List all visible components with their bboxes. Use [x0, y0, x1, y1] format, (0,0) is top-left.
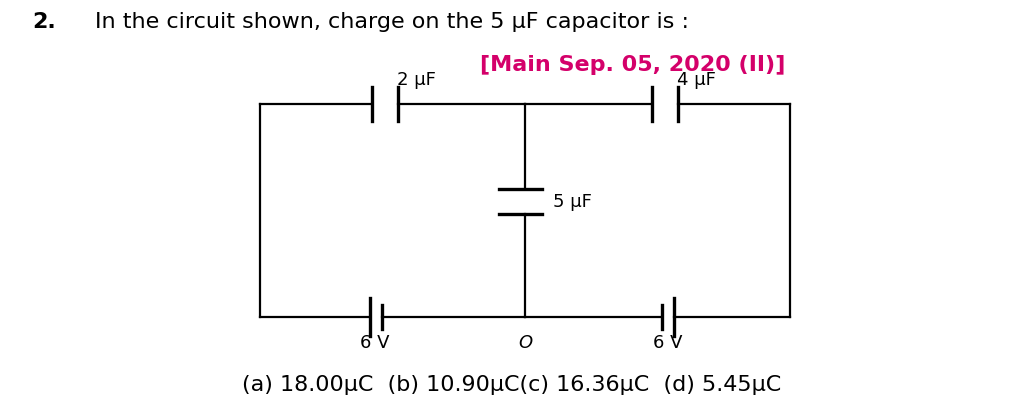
Text: 5 μF: 5 μF [553, 193, 592, 211]
Text: 2.: 2. [32, 12, 55, 32]
Text: [Main Sep. 05, 2020 (II)]: [Main Sep. 05, 2020 (II)] [479, 55, 785, 75]
Text: 4 μF: 4 μF [677, 71, 716, 89]
Text: 6 V: 6 V [360, 333, 390, 351]
Text: O: O [518, 333, 532, 351]
Text: (a) 18.00μC  (b) 10.90μC(c) 16.36μC  (d) 5.45μC: (a) 18.00μC (b) 10.90μC(c) 16.36μC (d) 5… [243, 374, 781, 394]
Text: 2 μF: 2 μF [397, 71, 436, 89]
Text: 6 V: 6 V [653, 333, 683, 351]
Text: In the circuit shown, charge on the 5 μF capacitor is :: In the circuit shown, charge on the 5 μF… [95, 12, 689, 32]
